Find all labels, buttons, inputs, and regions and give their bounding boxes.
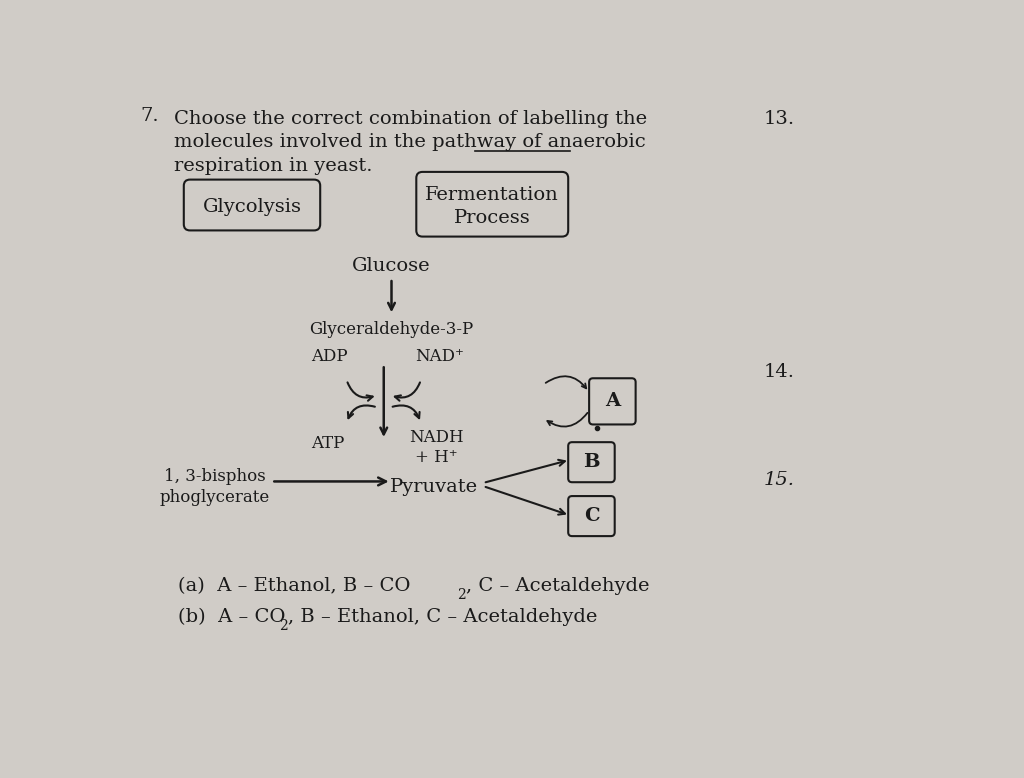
Text: Pyruvate: Pyruvate [390, 478, 478, 496]
Text: 15.: 15. [764, 471, 795, 489]
Text: 7.: 7. [140, 107, 159, 125]
Text: 13.: 13. [764, 110, 795, 128]
FancyBboxPatch shape [417, 172, 568, 237]
Text: molecules involved in the pathway of anaerobic: molecules involved in the pathway of ana… [174, 133, 646, 152]
Text: NAD⁺: NAD⁺ [415, 349, 464, 365]
Text: Choose the correct combination of labelling the: Choose the correct combination of labell… [174, 110, 647, 128]
Text: respiration in yeast.: respiration in yeast. [174, 156, 373, 174]
Text: Fermentation
Process: Fermentation Process [425, 186, 559, 227]
Text: Glyceraldehyde-3-P: Glyceraldehyde-3-P [309, 321, 474, 338]
Text: C: C [584, 507, 599, 525]
Text: (a)  A – Ethanol, B – CO: (a) A – Ethanol, B – CO [178, 577, 411, 595]
Text: , B – Ethanol, C – Acetaldehyde: , B – Ethanol, C – Acetaldehyde [289, 608, 598, 626]
Text: A: A [605, 392, 620, 410]
Text: B: B [583, 454, 600, 471]
FancyBboxPatch shape [568, 496, 614, 536]
FancyBboxPatch shape [568, 442, 614, 482]
Text: , C – Acetaldehyde: , C – Acetaldehyde [466, 577, 649, 595]
Text: 1, 3-bisphos
phoglycerate: 1, 3-bisphos phoglycerate [160, 468, 270, 506]
Text: Glycolysis: Glycolysis [203, 198, 301, 216]
Text: ATP: ATP [311, 435, 345, 452]
Text: 2: 2 [457, 587, 465, 601]
Text: 2: 2 [280, 619, 288, 633]
Text: ADP: ADP [311, 349, 348, 365]
Text: 14.: 14. [764, 363, 795, 381]
FancyBboxPatch shape [589, 378, 636, 425]
Circle shape [133, 98, 167, 131]
Text: Glucose: Glucose [352, 257, 431, 275]
Text: (b)  A – CO: (b) A – CO [178, 608, 286, 626]
Text: NADH
+ H⁺: NADH + H⁺ [410, 429, 464, 466]
FancyBboxPatch shape [183, 180, 321, 230]
